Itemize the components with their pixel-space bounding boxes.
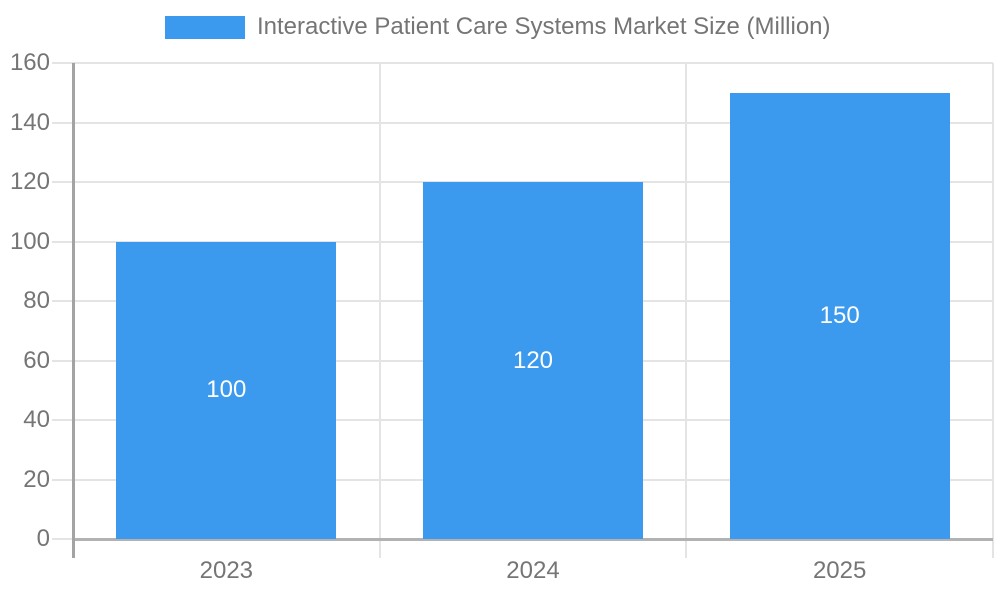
legend-swatch: [165, 15, 245, 39]
y-tick-label: 140: [9, 108, 50, 136]
category-boundary-line: [685, 63, 688, 558]
y-gridline: [52, 62, 993, 64]
bar[interactable]: 150: [729, 92, 950, 539]
bar-value-label: 120: [512, 346, 554, 374]
y-axis-line: [72, 63, 75, 558]
bar[interactable]: 100: [116, 241, 337, 539]
category-boundary-line: [992, 63, 994, 558]
y-tick-label: 80: [23, 287, 50, 314]
bar-value-label: 150: [819, 301, 860, 329]
y-tick-label: 40: [23, 406, 50, 433]
x-tick-label: 2025: [812, 557, 867, 584]
y-axis-tick: [52, 538, 73, 540]
bar-value-label: 100: [206, 376, 247, 404]
y-tick-label: 20: [23, 465, 50, 493]
x-axis-baseline: [73, 538, 993, 541]
legend-label: Interactive Patient Care Systems Market …: [257, 13, 831, 40]
y-tick-label: 120: [9, 168, 50, 195]
category-boundary-line: [378, 63, 381, 558]
y-gridline: [52, 121, 993, 124]
y-tick-label: 60: [23, 346, 50, 374]
y-tick-label: 160: [9, 49, 50, 76]
x-tick-label: 2023: [199, 557, 254, 584]
chart-legend[interactable]: Interactive Patient Care Systems Market …: [165, 13, 831, 41]
x-tick-label: 2024: [506, 557, 560, 584]
y-tick-label: 0: [36, 525, 50, 552]
y-tick-label: 100: [9, 227, 50, 255]
bar[interactable]: 120: [423, 182, 643, 539]
